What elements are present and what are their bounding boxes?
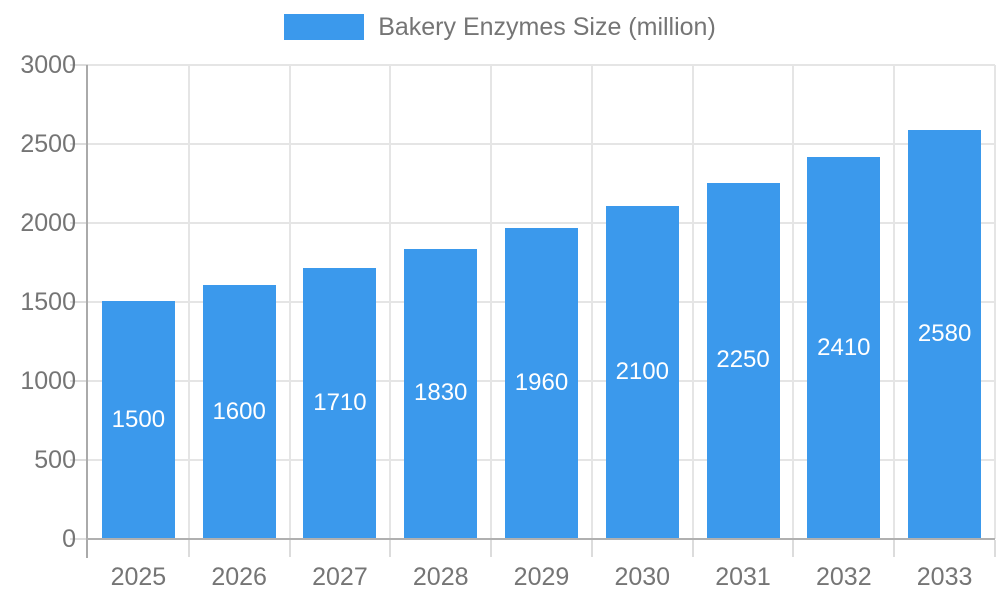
y-axis-tick <box>70 222 88 224</box>
x-gridline <box>893 65 896 539</box>
y-axis-tick <box>70 64 88 66</box>
y-axis-line <box>86 65 88 558</box>
x-axis-tick <box>288 540 291 557</box>
y-axis-label: 1500 <box>20 288 76 316</box>
x-axis-tick <box>792 540 795 557</box>
legend-label: Bakery Enzymes Size (million) <box>378 13 716 41</box>
bar-value-label: 2250 <box>716 346 770 374</box>
bar-value-label: 1830 <box>414 379 468 407</box>
bar-value-label: 2580 <box>917 320 972 348</box>
y-gridline <box>88 143 995 145</box>
y-axis-label: 2000 <box>20 209 76 237</box>
x-axis-tick <box>893 540 896 557</box>
x-axis-tick <box>691 540 694 557</box>
y-axis-tick <box>70 538 88 540</box>
bar-2028: 1830 <box>404 248 478 538</box>
bar-value-label: 1960 <box>514 369 569 397</box>
y-axis-label: 2500 <box>20 130 76 158</box>
x-axis-label: 2032 <box>816 563 872 591</box>
y-axis-label: 3000 <box>20 51 76 79</box>
x-gridline <box>490 65 493 539</box>
x-axis-label: 2029 <box>513 563 570 591</box>
x-gridline <box>288 65 291 539</box>
bar-value-label: 2100 <box>615 358 669 386</box>
x-axis-label: 2031 <box>715 563 771 591</box>
x-axis-tick <box>187 540 190 557</box>
x-gridline <box>994 65 996 539</box>
x-axis-label: 2025 <box>110 563 167 591</box>
x-axis-tick <box>490 540 493 557</box>
bar-value-label: 1500 <box>111 405 166 433</box>
y-axis-tick <box>70 143 88 145</box>
y-axis-tick <box>70 459 88 461</box>
y-axis-label: 0 <box>62 525 76 553</box>
x-gridline <box>389 65 392 539</box>
x-gridline <box>187 65 190 539</box>
x-gridline <box>590 65 593 539</box>
bar-2030: 2100 <box>605 206 679 538</box>
x-axis-tick <box>389 540 392 557</box>
x-axis-tick <box>994 540 996 557</box>
y-gridline <box>88 64 995 66</box>
bar-2025: 1500 <box>101 301 175 538</box>
chart-legend-item[interactable]: Bakery Enzymes Size (million) <box>0 14 1000 40</box>
x-axis-label: 2033 <box>916 563 973 591</box>
bar-2031: 2250 <box>706 182 780 538</box>
bar-value-label: 1600 <box>212 397 266 425</box>
legend-swatch <box>284 14 365 40</box>
y-axis-label: 500 <box>34 446 76 474</box>
y-axis-tick <box>70 301 88 303</box>
bar-2029: 1960 <box>505 228 578 538</box>
bar-value-label: 2410 <box>817 333 871 361</box>
x-gridline <box>792 65 795 539</box>
bar-2032: 2410 <box>807 157 881 538</box>
x-axis-label: 2027 <box>312 563 368 591</box>
x-axis-tick <box>590 540 593 557</box>
y-gridline <box>88 222 995 224</box>
bar-2027: 1710 <box>303 267 377 538</box>
x-axis-label: 2028 <box>412 563 469 591</box>
x-gridline <box>691 65 694 539</box>
bar-value-label: 1710 <box>313 388 367 416</box>
x-axis-line <box>86 538 995 540</box>
y-axis-label: 1000 <box>20 367 76 395</box>
x-axis-label: 2030 <box>614 563 671 591</box>
x-axis-label: 2026 <box>211 563 267 591</box>
bar-2033: 2580 <box>908 130 982 538</box>
bar-2026: 1600 <box>202 285 276 538</box>
y-axis-tick <box>70 380 88 382</box>
